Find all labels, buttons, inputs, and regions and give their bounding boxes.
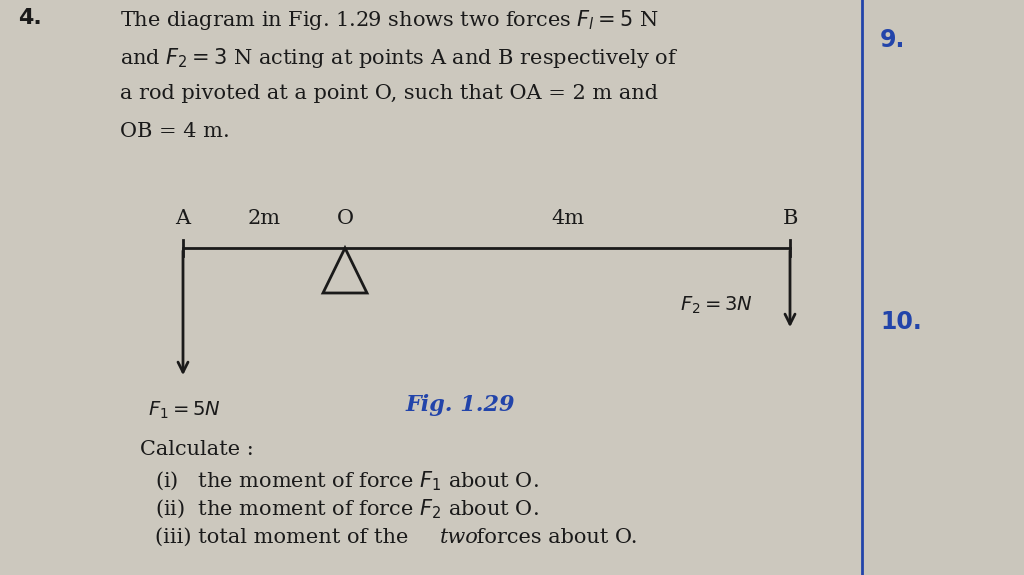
Text: Fig. 1.29: Fig. 1.29 — [406, 394, 515, 416]
Text: (iii) total moment of the: (iii) total moment of the — [155, 528, 415, 547]
Text: OB = 4 m.: OB = 4 m. — [120, 122, 229, 141]
Bar — [862, 0, 1024, 575]
Text: 4m: 4m — [551, 209, 584, 228]
Text: A: A — [175, 209, 190, 228]
Text: (ii)  the moment of force $F_2$ about O.: (ii) the moment of force $F_2$ about O. — [155, 498, 539, 521]
Text: a rod pivoted at a point O, such that OA = 2 m and: a rod pivoted at a point O, such that OA… — [120, 84, 658, 103]
Text: 4.: 4. — [18, 8, 42, 28]
Text: 9.: 9. — [880, 28, 905, 52]
Text: $F_2 = 3N$: $F_2 = 3N$ — [680, 294, 753, 316]
Text: Calculate :: Calculate : — [140, 440, 254, 459]
Text: (i)   the moment of force $F_1$ about O.: (i) the moment of force $F_1$ about O. — [155, 470, 539, 493]
Text: The diagram in Fig. 1.29 shows two forces $F_l = 5$ N: The diagram in Fig. 1.29 shows two force… — [120, 8, 658, 32]
Text: 10.: 10. — [880, 310, 922, 334]
Text: $F_1 = 5N$: $F_1 = 5N$ — [148, 400, 221, 421]
Text: 2m: 2m — [248, 209, 281, 228]
Text: and $F_2 = 3$ N acting at points A and B respectively of: and $F_2 = 3$ N acting at points A and B… — [120, 46, 678, 70]
Text: forces about O.: forces about O. — [470, 528, 638, 547]
Text: B: B — [782, 209, 798, 228]
Text: O: O — [337, 209, 353, 228]
Text: two: two — [440, 528, 479, 547]
